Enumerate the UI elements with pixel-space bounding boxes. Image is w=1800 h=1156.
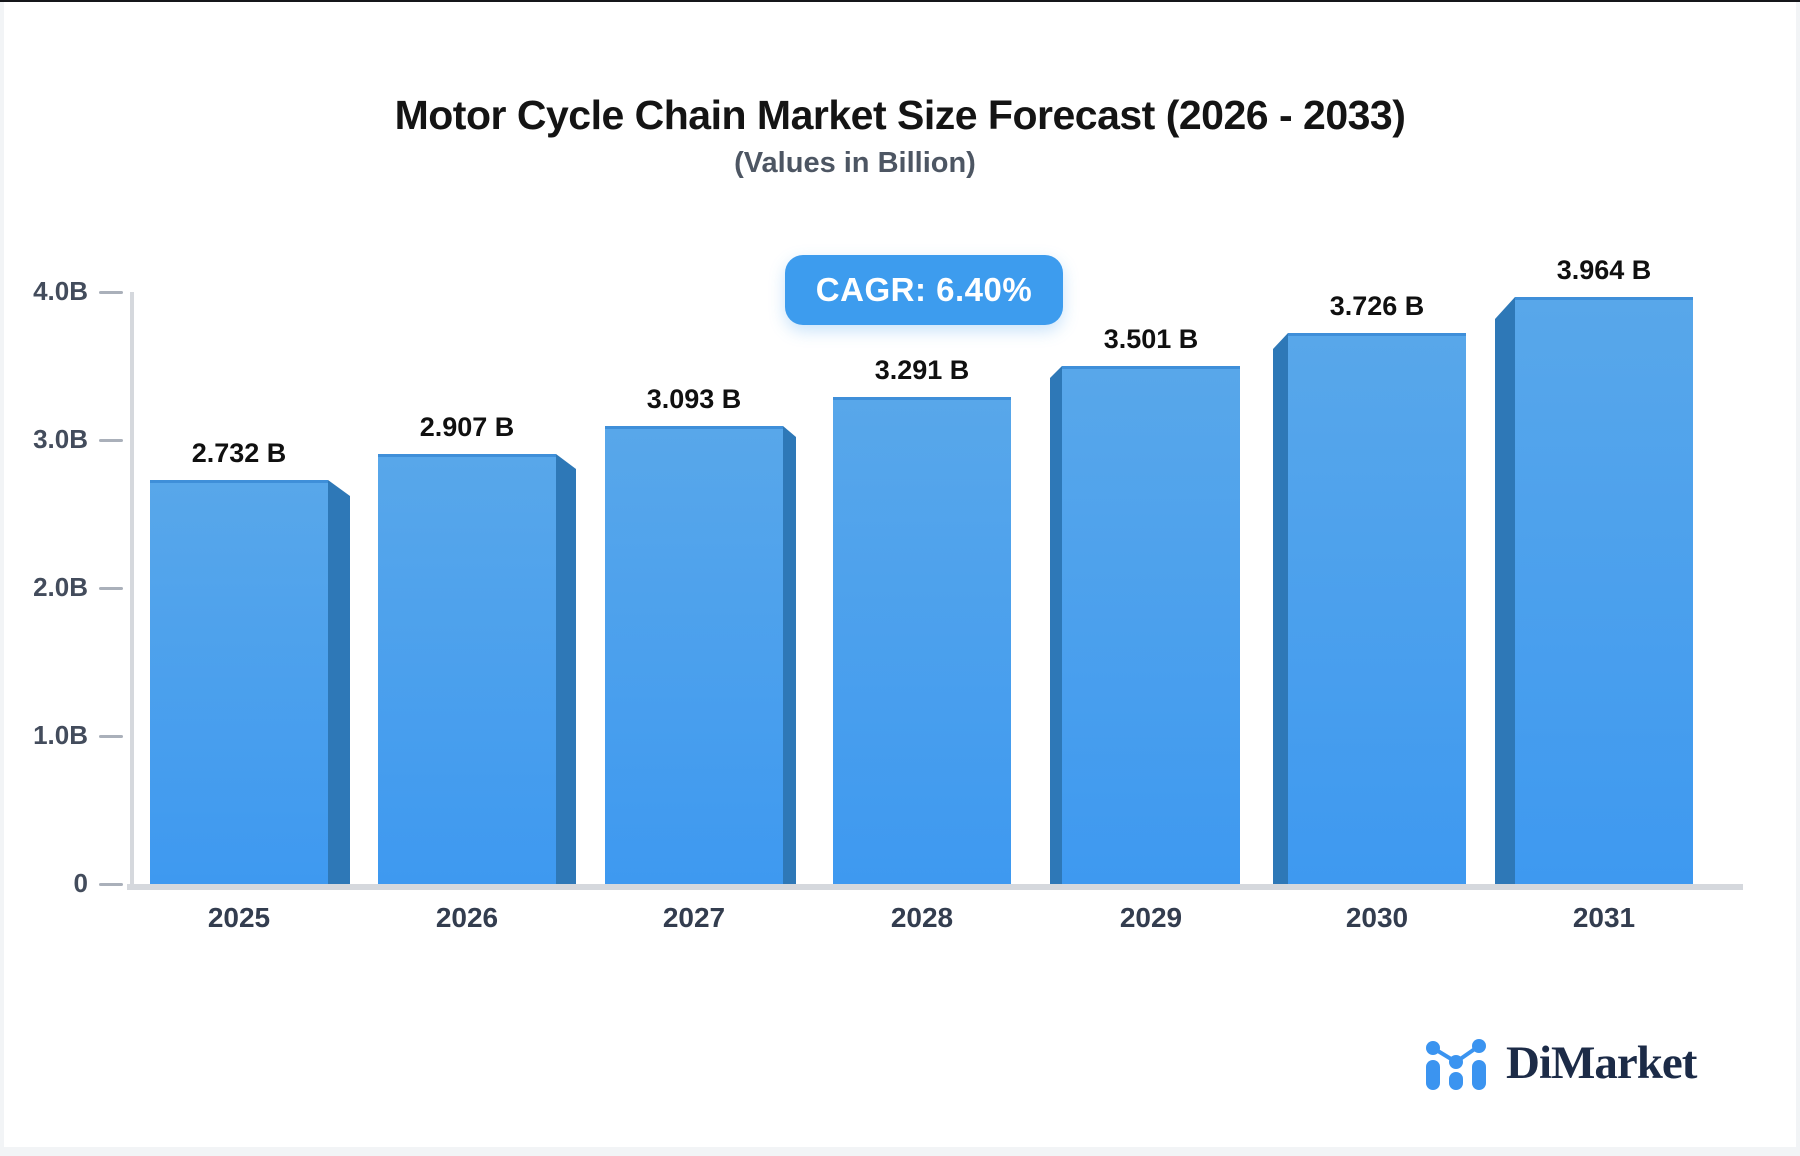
bar-side-face — [783, 426, 796, 884]
bar — [1515, 297, 1693, 884]
y-tick — [99, 883, 123, 886]
bar-side-face — [328, 480, 350, 884]
y-tick — [99, 439, 123, 442]
bar — [605, 426, 783, 884]
x-axis-label: 2030 — [1345, 902, 1409, 933]
bar-side-face — [556, 454, 576, 884]
y-axis-label: 3.0B — [33, 424, 88, 454]
bar-chart-logo-icon — [1426, 1039, 1486, 1090]
chart-subtitle: (Values in Billion) — [734, 147, 976, 179]
y-axis-label: 1.0B — [33, 720, 88, 750]
y-axis-line — [130, 292, 134, 884]
bar-value-label: 3.726 B — [1329, 291, 1425, 321]
bar — [1288, 333, 1466, 884]
bar — [833, 397, 1011, 884]
dimarket-logo: DiMarket — [1420, 1034, 1697, 1092]
x-axis-label: 2027 — [662, 902, 726, 933]
x-axis-line — [127, 884, 1743, 890]
window-top-edge — [0, 0, 1800, 2]
bar — [378, 454, 556, 884]
bar-value-label: 3.964 B — [1556, 255, 1652, 285]
bar — [150, 480, 328, 884]
bar-value-label: 3.093 B — [646, 384, 742, 414]
y-tick — [99, 587, 123, 590]
x-axis-label: 2029 — [1119, 902, 1183, 933]
bar-side-face — [1050, 366, 1062, 884]
x-axis-label: 2031 — [1572, 902, 1636, 933]
chart-title: Motor Cycle Chain Market Size Forecast (… — [394, 92, 1406, 138]
bar-value-label: 2.732 B — [191, 438, 287, 468]
y-axis-label: 0 — [73, 868, 88, 898]
y-tick — [99, 735, 123, 738]
y-axis-label: 4.0B — [33, 276, 88, 306]
bar-side-face — [1273, 333, 1288, 884]
bar — [1062, 366, 1240, 884]
y-axis-label: 2.0B — [33, 572, 88, 602]
x-axis-label: 2028 — [890, 902, 954, 933]
bar-value-label: 3.291 B — [874, 355, 970, 385]
x-axis-label: 2025 — [207, 902, 271, 933]
bar-side-face — [1495, 297, 1515, 884]
x-axis-label: 2026 — [435, 902, 499, 933]
bar-value-label: 3.501 B — [1103, 324, 1199, 354]
y-tick — [99, 291, 123, 294]
logo-text: DiMarket — [1506, 1037, 1697, 1089]
cagr-badge: CAGR: 6.40% — [785, 255, 1063, 325]
bar-value-label: 2.907 B — [419, 412, 515, 442]
